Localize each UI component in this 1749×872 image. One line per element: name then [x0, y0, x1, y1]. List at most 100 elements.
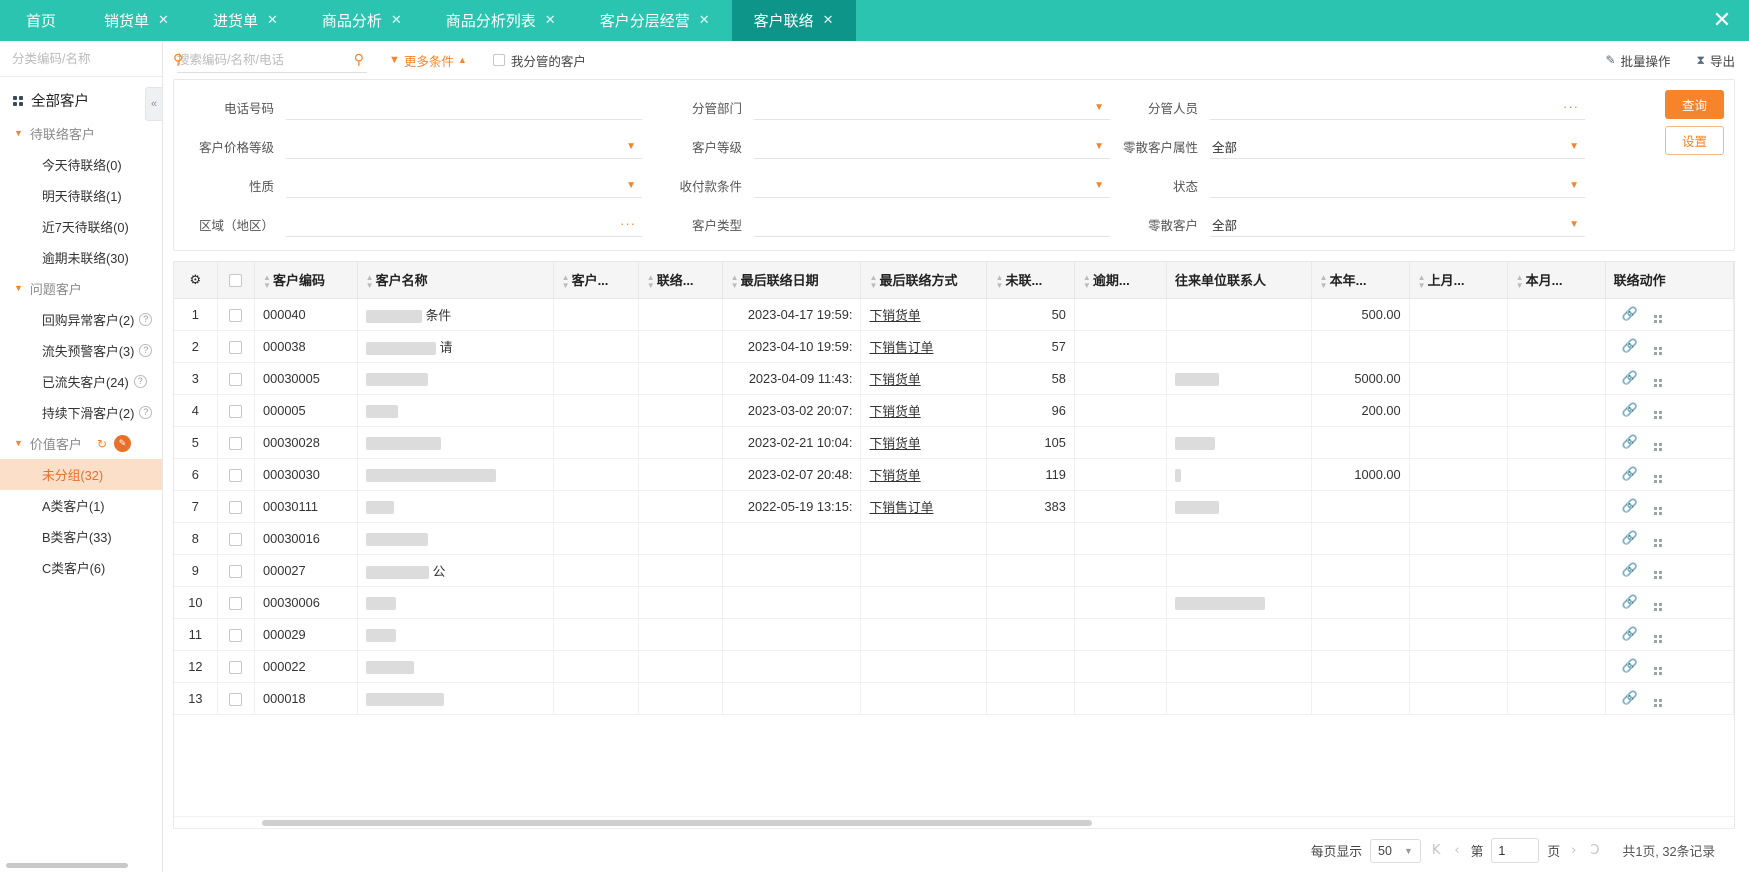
column-header-this-year[interactable]: ▲ ▼ 本年... — [1311, 262, 1410, 299]
per-page-select[interactable]: 50 ▼ — [1370, 838, 1421, 863]
filter-picker[interactable]: ··· — [286, 212, 642, 237]
sidebar-item-today-pending[interactable]: 今天待联络(0) — [0, 149, 162, 180]
table-row[interactable]: 13 000018 🔗 — [174, 682, 1734, 715]
row-checkbox-cell[interactable] — [217, 650, 255, 683]
sidebar-group-problem-customers[interactable]: ▼ 问题客户 — [0, 273, 162, 304]
tab-customer-contact[interactable]: 客户联络 ✕ — [731, 0, 856, 41]
tab-close-icon[interactable]: ✕ — [390, 13, 402, 28]
contact-method-link[interactable]: 下销货单 — [869, 371, 921, 387]
filter-select[interactable]: ▼ — [754, 95, 1110, 120]
row-checkbox-cell[interactable] — [217, 298, 255, 331]
column-settings-header[interactable]: ⚙ — [174, 262, 218, 299]
filter-select[interactable]: ▼ — [286, 134, 642, 159]
column-header-contact[interactable]: ▲ ▼ 联络... — [638, 262, 723, 299]
last-page-button[interactable]: Ͻ — [1590, 843, 1600, 858]
filter-picker[interactable]: ··· — [1210, 95, 1585, 120]
table-row[interactable]: 3 00030005 2023-04-09 11:43: 下销货单 58 5000.00 🔗 — [174, 362, 1734, 395]
select-all-checkbox[interactable] — [229, 274, 243, 288]
link-icon[interactable]: 🔗 — [1621, 370, 1638, 385]
filter-select[interactable]: ▼ — [754, 173, 1110, 198]
column-header-overdue[interactable]: ▲ ▼ 逾期... — [1074, 262, 1168, 299]
tab-sales-order[interactable]: 销货单 ✕ — [82, 0, 191, 41]
link-icon[interactable]: 🔗 — [1621, 626, 1638, 641]
more-conditions-button[interactable]: ▼ 更多条件 ▲ — [389, 51, 467, 70]
table-row[interactable]: 4 000005 2023-03-02 20:07: 下销货单 96 200.00 🔗 — [174, 394, 1734, 427]
row-checkbox[interactable] — [229, 404, 243, 418]
tab-close-icon[interactable]: ✕ — [698, 13, 710, 28]
scrollbar-thumb[interactable] — [262, 820, 1092, 826]
link-icon[interactable]: 🔗 — [1621, 306, 1638, 321]
column-header-uncontacted[interactable]: ▲ ▼ 未联... — [986, 262, 1075, 299]
row-checkbox[interactable] — [229, 468, 243, 482]
row-checkbox-cell[interactable] — [217, 682, 255, 715]
qr-code-icon[interactable] — [1653, 338, 1662, 355]
row-checkbox[interactable] — [229, 564, 243, 578]
tab-product-analysis-list[interactable]: 商品分析列表 ✕ — [424, 0, 578, 41]
ellipsis-icon[interactable]: ··· — [620, 216, 636, 232]
row-checkbox-cell[interactable] — [217, 618, 255, 651]
sidebar-item-churn-warning[interactable]: 流失预警客户(3) ? — [0, 335, 162, 366]
sidebar-group-value-customers[interactable]: ▼ 价值客户 ↻ ✎ — [0, 428, 162, 459]
sidebar-item-continuous-decline[interactable]: 持续下滑客户(2) ? — [0, 397, 162, 428]
sort-icon[interactable]: ▲ ▼ — [646, 272, 655, 290]
row-checkbox-cell[interactable] — [217, 490, 255, 523]
sort-icon[interactable]: ▲ ▼ — [561, 272, 570, 290]
main-search[interactable]: ⚲ — [177, 47, 367, 73]
tab-close-icon[interactable]: ✕ — [266, 13, 278, 28]
sidebar-item-class-c[interactable]: C类客户(6) — [0, 552, 162, 583]
row-checkbox-cell[interactable] — [217, 330, 255, 363]
row-checkbox[interactable] — [229, 628, 243, 642]
contact-method-link[interactable]: 下销货单 — [869, 307, 921, 323]
table-row[interactable]: 12 000022 🔗 — [174, 650, 1734, 683]
sidebar-search-input[interactable] — [12, 51, 173, 66]
sort-icon[interactable]: ▲ ▼ — [1082, 272, 1091, 290]
qr-code-icon[interactable] — [1653, 466, 1662, 483]
link-icon[interactable]: 🔗 — [1621, 498, 1638, 513]
tab-close-icon[interactable]: ✕ — [158, 13, 169, 28]
table-row[interactable]: 2 000038 请 2023-04-10 19:59: 下销售订单 57 🔗 — [174, 330, 1734, 363]
prev-page-button[interactable]: ‹ — [1454, 843, 1460, 858]
filter-select[interactable]: ▼ — [1210, 173, 1585, 198]
link-icon[interactable]: 🔗 — [1621, 466, 1638, 481]
contact-method-link[interactable]: 下销货单 — [869, 403, 921, 419]
sidebar-item-class-a[interactable]: A类客户(1) — [0, 490, 162, 521]
export-button[interactable]: ⧗ 导出 — [1697, 51, 1735, 70]
row-checkbox-cell[interactable] — [217, 554, 255, 587]
first-page-button[interactable]: K — [1431, 843, 1441, 858]
sidebar-horizontal-scrollbar[interactable] — [6, 863, 128, 868]
sort-icon[interactable]: ▲ ▼ — [1515, 272, 1524, 290]
table-horizontal-scrollbar[interactable] — [174, 816, 1734, 828]
table-row[interactable]: 11 000029 🔗 — [174, 618, 1734, 651]
table-row[interactable]: 9 000027 公 🔗 — [174, 554, 1734, 587]
sidebar-item-ungrouped[interactable]: 未分组(32) — [0, 459, 162, 490]
help-icon[interactable]: ? — [139, 406, 152, 419]
qr-code-icon[interactable] — [1653, 498, 1662, 515]
qr-code-icon[interactable] — [1653, 626, 1662, 643]
search-icon[interactable]: ⚲ — [353, 51, 364, 67]
table-row[interactable]: 1 000040 条件 2023-04-17 19:59: 下销货单 50 500.00 🔗 — [174, 298, 1734, 331]
qr-code-icon[interactable] — [1653, 306, 1662, 323]
column-header-name[interactable]: ▲ ▼ 客户名称 — [357, 262, 554, 299]
column-header-last-contact-method[interactable]: ▲ ▼ 最后联络方式 — [860, 262, 988, 299]
column-header-customer-x[interactable]: ▲ ▼ 客户... — [553, 262, 639, 299]
row-checkbox[interactable] — [229, 308, 243, 322]
row-checkbox-cell[interactable] — [217, 394, 255, 427]
tab-product-analysis[interactable]: 商品分析 ✕ — [300, 0, 424, 41]
table-row[interactable]: 10 00030006 🔗 — [174, 586, 1734, 619]
column-header-unit-contact[interactable]: 往来单位联系人 — [1166, 262, 1312, 299]
row-checkbox-cell[interactable] — [217, 362, 255, 395]
tab-home[interactable]: 首页 — [0, 0, 82, 41]
qr-code-icon[interactable] — [1653, 562, 1662, 579]
row-checkbox-cell[interactable] — [217, 522, 255, 555]
query-button[interactable]: 查询 — [1664, 90, 1724, 119]
sort-icon[interactable]: ▲ ▼ — [869, 272, 878, 290]
link-icon[interactable]: 🔗 — [1621, 530, 1638, 545]
link-icon[interactable]: 🔗 — [1621, 690, 1638, 705]
filter-select[interactable]: 全部 ▼ — [1210, 212, 1585, 237]
filter-input[interactable] — [286, 95, 642, 120]
edit-icon[interactable]: ✎ — [114, 435, 131, 452]
contact-method-link[interactable]: 下销售订单 — [869, 339, 934, 355]
link-icon[interactable]: 🔗 — [1621, 434, 1638, 449]
link-icon[interactable]: 🔗 — [1621, 338, 1638, 353]
sidebar-item-churned[interactable]: 已流失客户(24) ? — [0, 366, 162, 397]
